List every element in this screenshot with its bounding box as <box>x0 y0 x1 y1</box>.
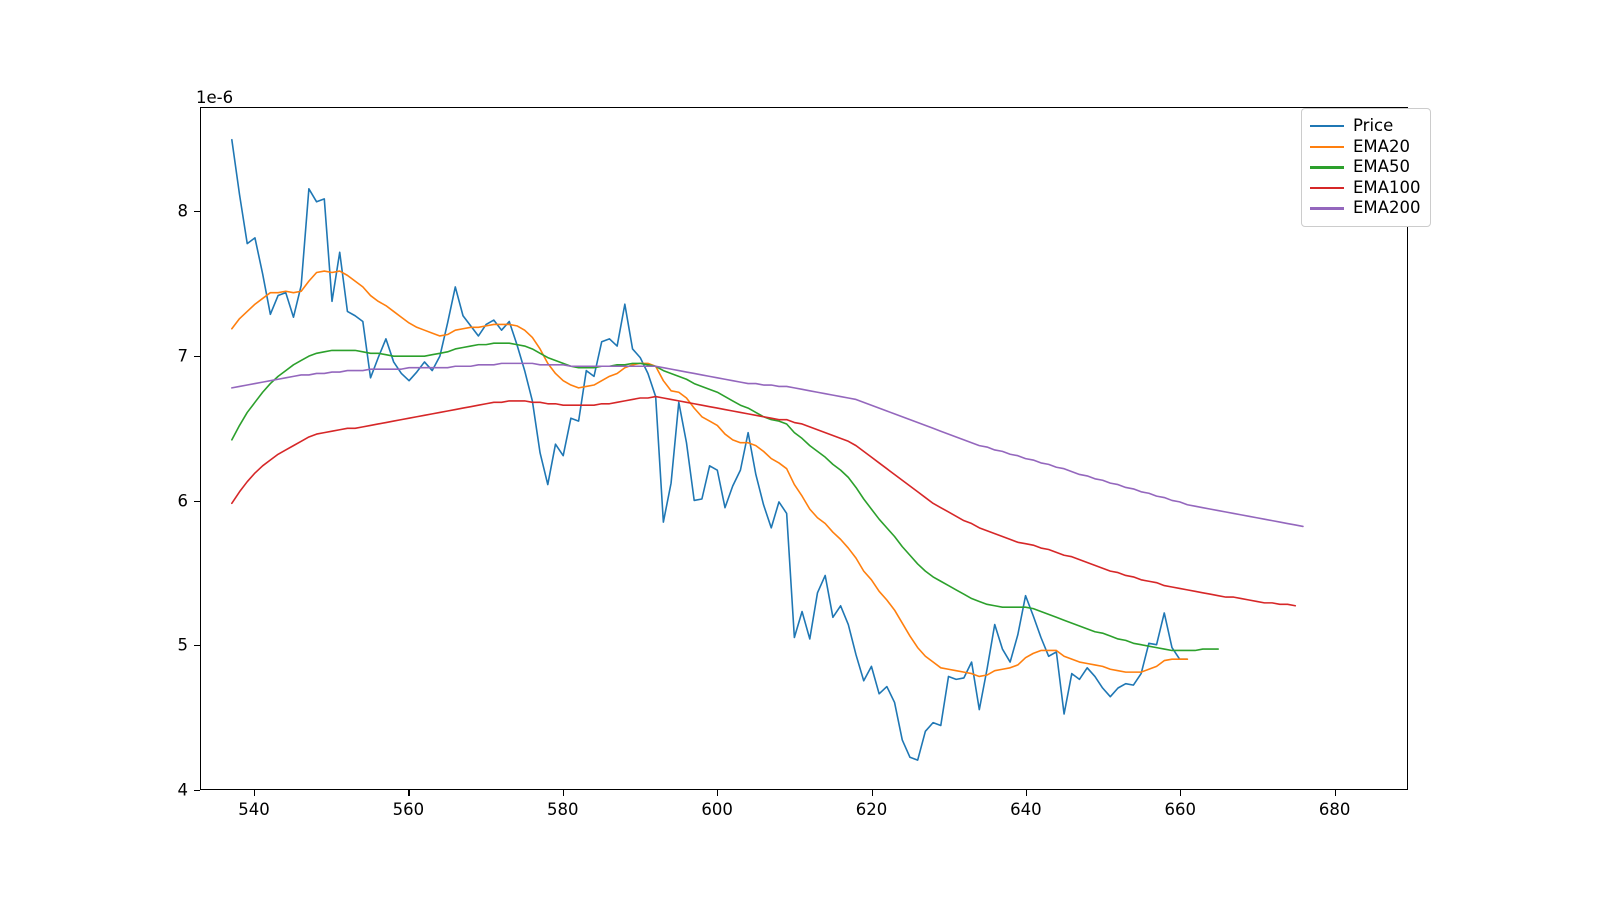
x-tick-mark <box>408 790 410 796</box>
x-tick-label: 680 <box>1318 800 1351 819</box>
y-tick-label: 5 <box>177 635 189 655</box>
legend-item-ema20[interactable]: EMA20 <box>1310 137 1420 158</box>
legend-swatch-ema200 <box>1310 207 1344 210</box>
legend-label: EMA100 <box>1353 177 1421 197</box>
x-tick-mark <box>1180 790 1182 796</box>
x-tick-label: 620 <box>855 800 888 819</box>
chart-legend[interactable]: Price EMA20 EMA50 EMA100 EMA200 <box>1301 108 1432 227</box>
y-tick-label: 6 <box>177 491 189 511</box>
x-tick-label: 560 <box>392 800 425 819</box>
series-group <box>232 140 1303 760</box>
legend-swatch-ema100 <box>1310 186 1344 190</box>
y-tick-mark <box>194 211 200 213</box>
y-tick-mark <box>194 500 200 502</box>
x-tick-mark <box>562 790 564 796</box>
plot-lines-svg <box>201 108 1407 789</box>
x-tick-label: 540 <box>238 800 270 819</box>
y-axis-offset-text: 1e-6 <box>196 88 234 107</box>
y-tick-label: 7 <box>177 346 189 366</box>
x-tick-label: 640 <box>1010 800 1042 819</box>
y-tick-mark <box>194 790 200 792</box>
legend-item-ema200[interactable]: EMA200 <box>1310 198 1420 219</box>
legend-item-price[interactable]: Price <box>1310 116 1420 137</box>
legend-swatch-price <box>1310 125 1344 128</box>
series-line-ema200 <box>232 363 1303 526</box>
plot-axes <box>200 107 1408 790</box>
y-tick-label: 4 <box>177 780 189 800</box>
series-line-ema50 <box>232 343 1218 650</box>
y-tick-mark <box>194 355 200 357</box>
y-tick-label: 8 <box>177 201 189 221</box>
legend-label: EMA50 <box>1353 157 1410 177</box>
x-tick-label: 600 <box>701 800 733 819</box>
x-tick-mark <box>871 790 873 796</box>
series-line-ema100 <box>232 397 1295 606</box>
x-tick-label: 580 <box>547 800 579 819</box>
legend-label: EMA20 <box>1353 136 1410 156</box>
legend-item-ema50[interactable]: EMA50 <box>1310 157 1420 178</box>
x-tick-mark <box>1025 790 1027 796</box>
x-tick-mark <box>254 790 256 796</box>
x-tick-mark <box>717 790 719 796</box>
series-line-price <box>232 140 1188 760</box>
legend-label: EMA200 <box>1353 198 1421 218</box>
legend-swatch-ema50 <box>1310 166 1344 169</box>
x-tick-mark <box>1334 790 1336 796</box>
legend-item-ema100[interactable]: EMA100 <box>1310 178 1420 199</box>
legend-label: Price <box>1353 116 1394 136</box>
legend-swatch-ema20 <box>1310 145 1344 149</box>
series-line-ema20 <box>232 271 1188 676</box>
x-tick-label: 660 <box>1164 800 1197 819</box>
y-tick-mark <box>194 645 200 647</box>
